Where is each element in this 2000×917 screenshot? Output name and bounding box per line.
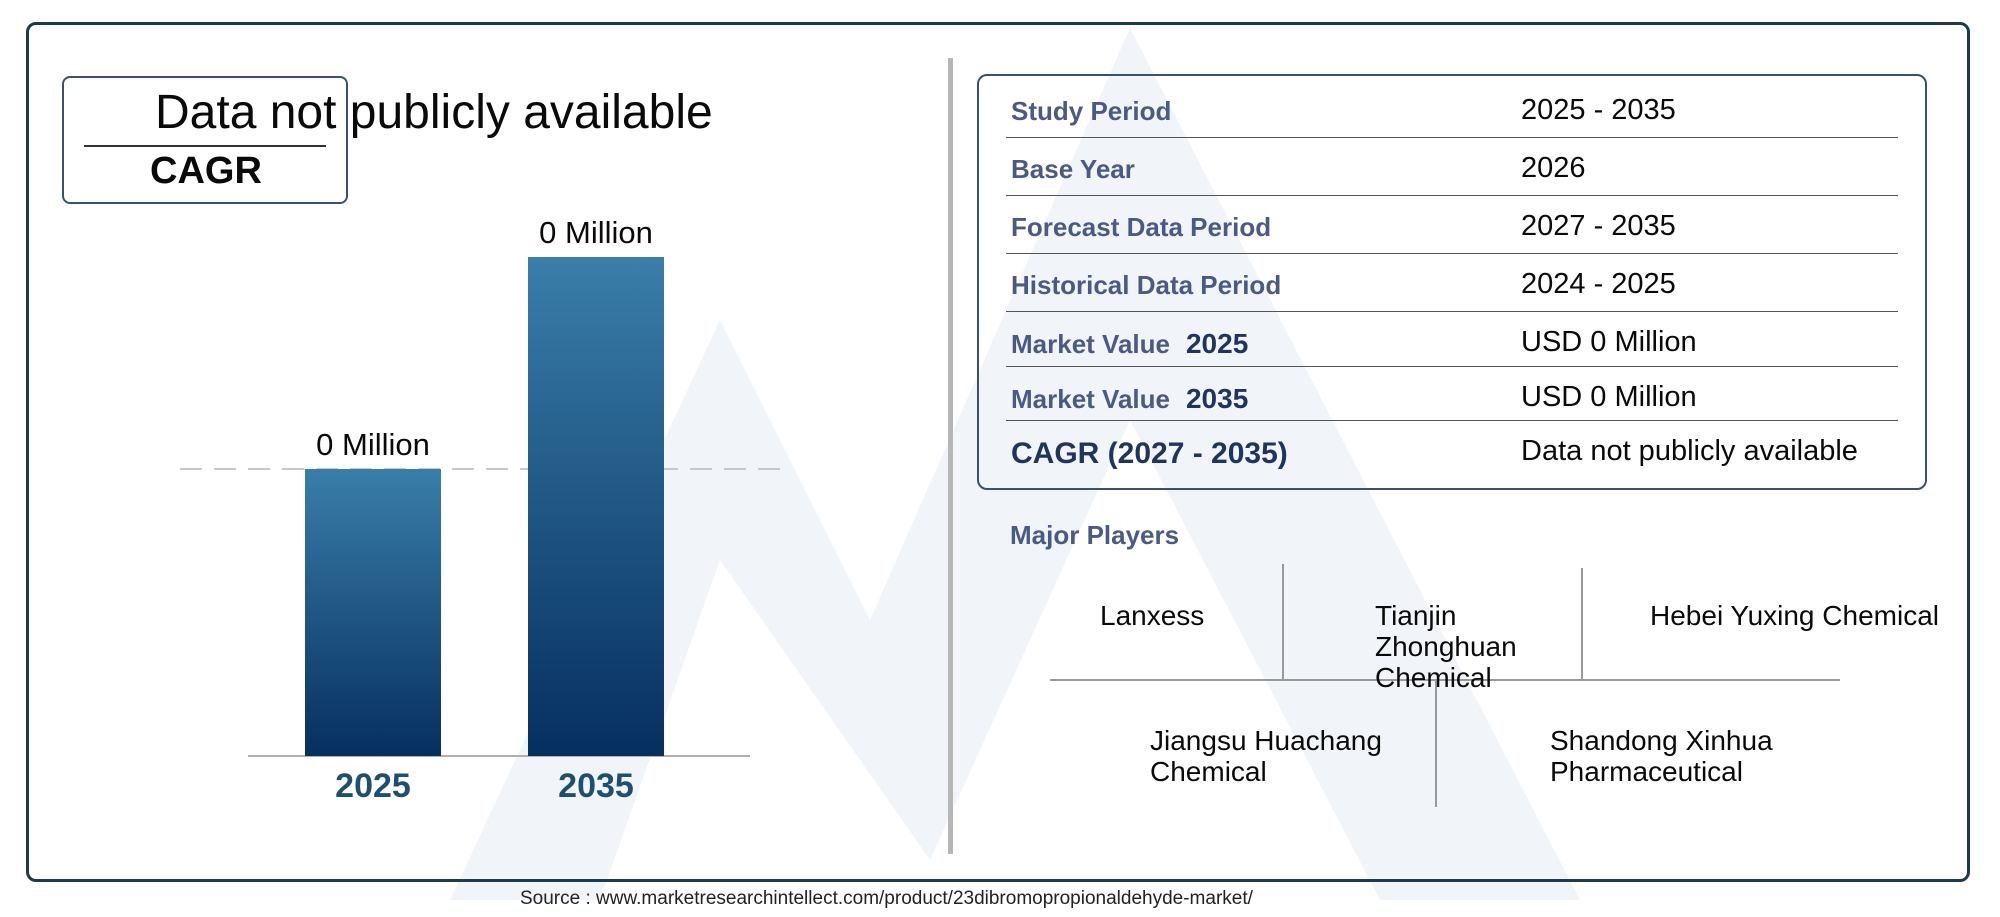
row-label: Forecast Data Period [1011, 212, 1272, 242]
bar-2025 [305, 469, 441, 756]
cagr-card [62, 76, 348, 204]
bar-data-label: 0 Million [316, 427, 430, 462]
row-year: 2035 [1185, 383, 1249, 414]
row-separator [1006, 252, 1898, 254]
row-separator [1006, 310, 1898, 312]
players-divider-h [1050, 679, 1840, 681]
table-row: CAGR (2027 - 2035) Data not publicly avai… [1006, 421, 1898, 479]
table-row: Historical Data Period 2024 - 2025 [1006, 254, 1898, 312]
row-year: 2025 [1185, 328, 1249, 359]
table-row: Market Value 2025 USD 0 Million [1006, 312, 1898, 367]
player-hebei-yuxing: Hebei Yuxing Chemical [1650, 600, 1939, 631]
row-separator [1006, 365, 1898, 367]
table-row: Market Value 2035 USD 0 Million [1006, 367, 1898, 421]
bar-data-label: 0 Million [539, 215, 653, 250]
cagr-label: CAGR [150, 150, 262, 192]
player-jiangsu-huachang: Jiangsu Huachang Chemical [1150, 725, 1382, 787]
row-label: Study Period [1011, 96, 1172, 126]
table-row: Base Year 2026 [1006, 138, 1898, 196]
player-lanxess: Lanxess [1100, 600, 1205, 631]
cagr-divider [84, 145, 326, 147]
row-value: USD 0 Million [1521, 326, 1697, 358]
table-row: Forecast Data Period 2027 - 2035 [1006, 196, 1898, 254]
table-row: Study Period 2025 - 2035 [1006, 80, 1898, 138]
row-value: 2027 - 2035 [1521, 210, 1676, 242]
row-label-text: Market Value [1011, 384, 1170, 414]
x-tick-label: 2025 [335, 767, 411, 805]
panel-divider [948, 58, 953, 854]
row-separator [1006, 194, 1898, 196]
market-info-table [977, 74, 1927, 490]
players-divider-v3 [1435, 680, 1437, 807]
row-value: 2024 - 2025 [1521, 268, 1676, 300]
major-players-title: Major Players [1010, 520, 1180, 550]
row-value: USD 0 Million [1521, 381, 1697, 413]
cagr-value: Data not publicly available [155, 86, 713, 139]
outer-frame [26, 22, 1970, 882]
row-separator [1006, 136, 1898, 138]
player-tianjin-zhonghuan: Tianjin Zhonghuan Chemical [1375, 600, 1517, 693]
bar-2035 [528, 257, 664, 756]
row-label: CAGR (2027 - 2035) [1011, 437, 1288, 470]
player-shandong-xinhua: Shandong Xinhua Pharmaceutical [1550, 725, 1773, 787]
row-value: 2025 - 2035 [1521, 94, 1676, 126]
row-separator [1006, 419, 1898, 421]
row-value: 2026 [1521, 152, 1586, 184]
source-note: Source : www.marketresearchintellect.com… [520, 888, 1253, 909]
row-label: Base Year [1011, 154, 1135, 184]
x-tick-label: 2035 [558, 767, 634, 805]
row-label: Historical Data Period [1011, 270, 1282, 300]
players-divider-v2 [1581, 568, 1583, 680]
row-value: Data not publicly available [1521, 435, 1858, 467]
players-divider-v1 [1282, 564, 1284, 680]
row-label-text: Market Value [1011, 329, 1170, 359]
row-label: Market Value 2035 [1011, 383, 1248, 415]
market-value-bar-chart: 0 Million 2025 0 Million 2035 [180, 215, 790, 805]
row-label: Market Value 2025 [1011, 328, 1248, 360]
